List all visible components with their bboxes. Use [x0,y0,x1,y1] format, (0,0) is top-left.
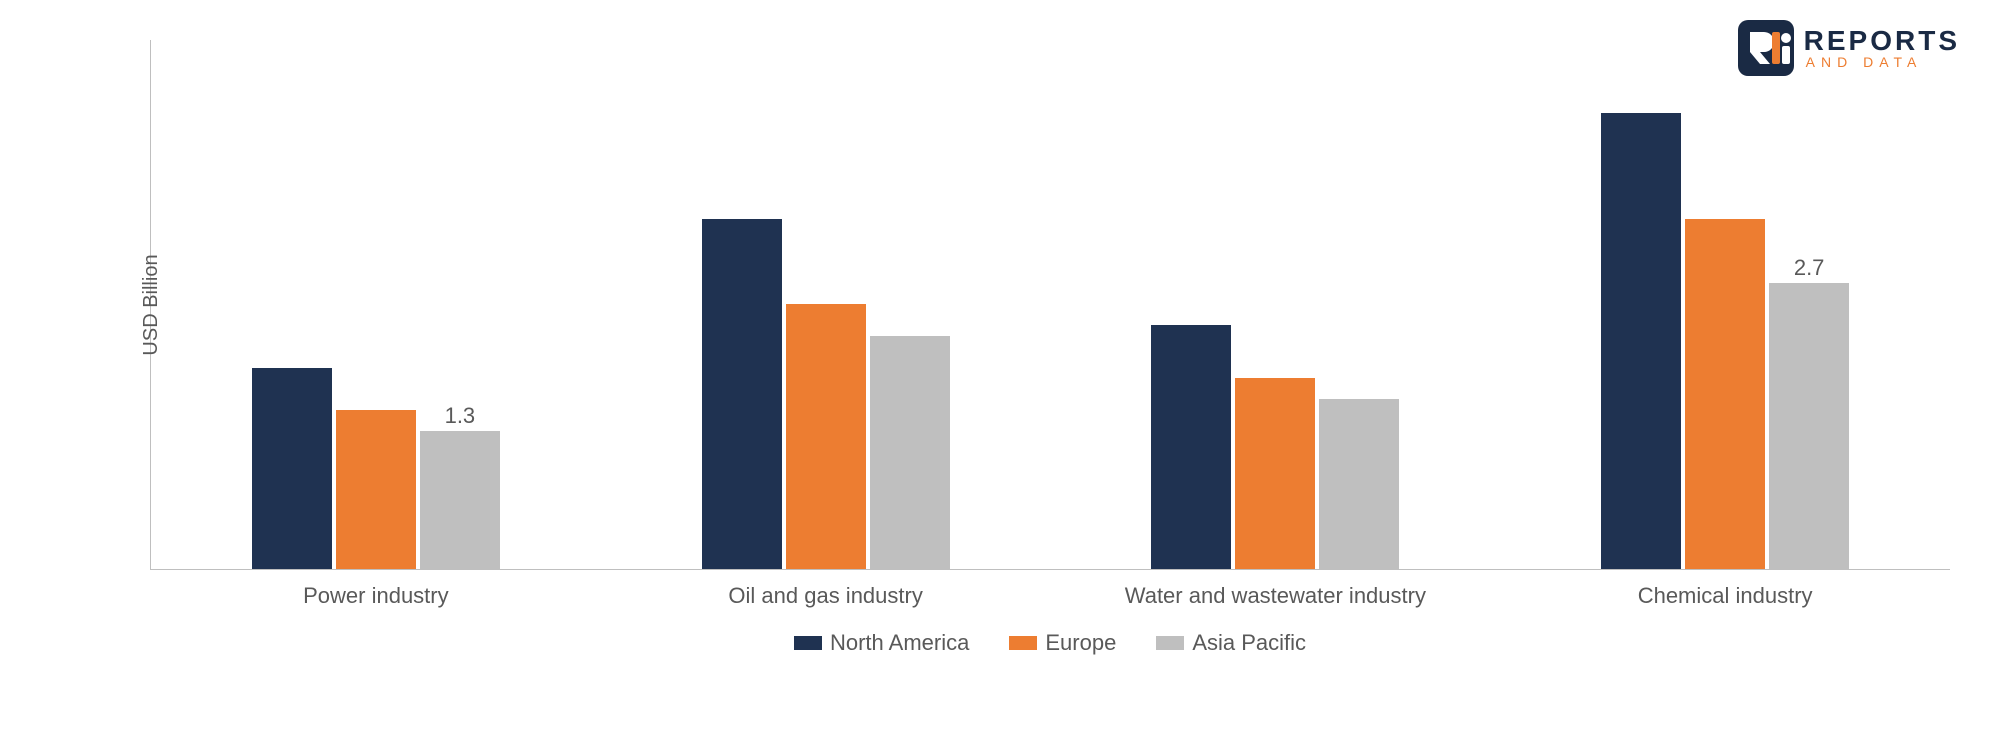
legend: North America Europe Asia Pacific [150,630,1950,656]
plot-area: USD Billion 1.3Power industryOil and gas… [150,40,1950,570]
bar-value-label: 2.7 [1794,255,1825,281]
bar [1235,378,1315,569]
bars-cluster [702,40,950,569]
category-label: Chemical industry [1500,569,1950,609]
legend-label: Asia Pacific [1192,630,1306,656]
bar [1151,325,1231,569]
legend-label: North America [830,630,969,656]
legend-label: Europe [1045,630,1116,656]
category-group: Oil and gas industry [601,40,1051,569]
bar-groups: 1.3Power industryOil and gas industryWat… [151,40,1950,569]
bar [336,410,416,569]
bar: 2.7 [1769,283,1849,569]
chart-container: USD Billion 1.3Power industryOil and gas… [90,30,1950,650]
category-group: Water and wastewater industry [1051,40,1501,569]
bar [786,304,866,569]
category-group: 1.3Power industry [151,40,601,569]
bar [1601,113,1681,569]
bar [252,368,332,569]
bars-cluster: 2.7 [1601,40,1849,569]
bar-value-label: 1.3 [445,403,476,429]
category-label: Oil and gas industry [601,569,1051,609]
bar [702,219,782,569]
legend-item: North America [794,630,969,656]
bar [1685,219,1765,569]
legend-item: Europe [1009,630,1116,656]
category-group: 2.7Chemical industry [1500,40,1950,569]
bar [1319,399,1399,569]
legend-swatch-icon [1009,636,1037,650]
legend-swatch-icon [1156,636,1184,650]
bar [870,336,950,569]
bars-cluster [1151,40,1399,569]
legend-item: Asia Pacific [1156,630,1306,656]
category-label: Water and wastewater industry [1051,569,1501,609]
category-label: Power industry [151,569,601,609]
bars-cluster: 1.3 [252,40,500,569]
legend-swatch-icon [794,636,822,650]
bar: 1.3 [420,431,500,569]
